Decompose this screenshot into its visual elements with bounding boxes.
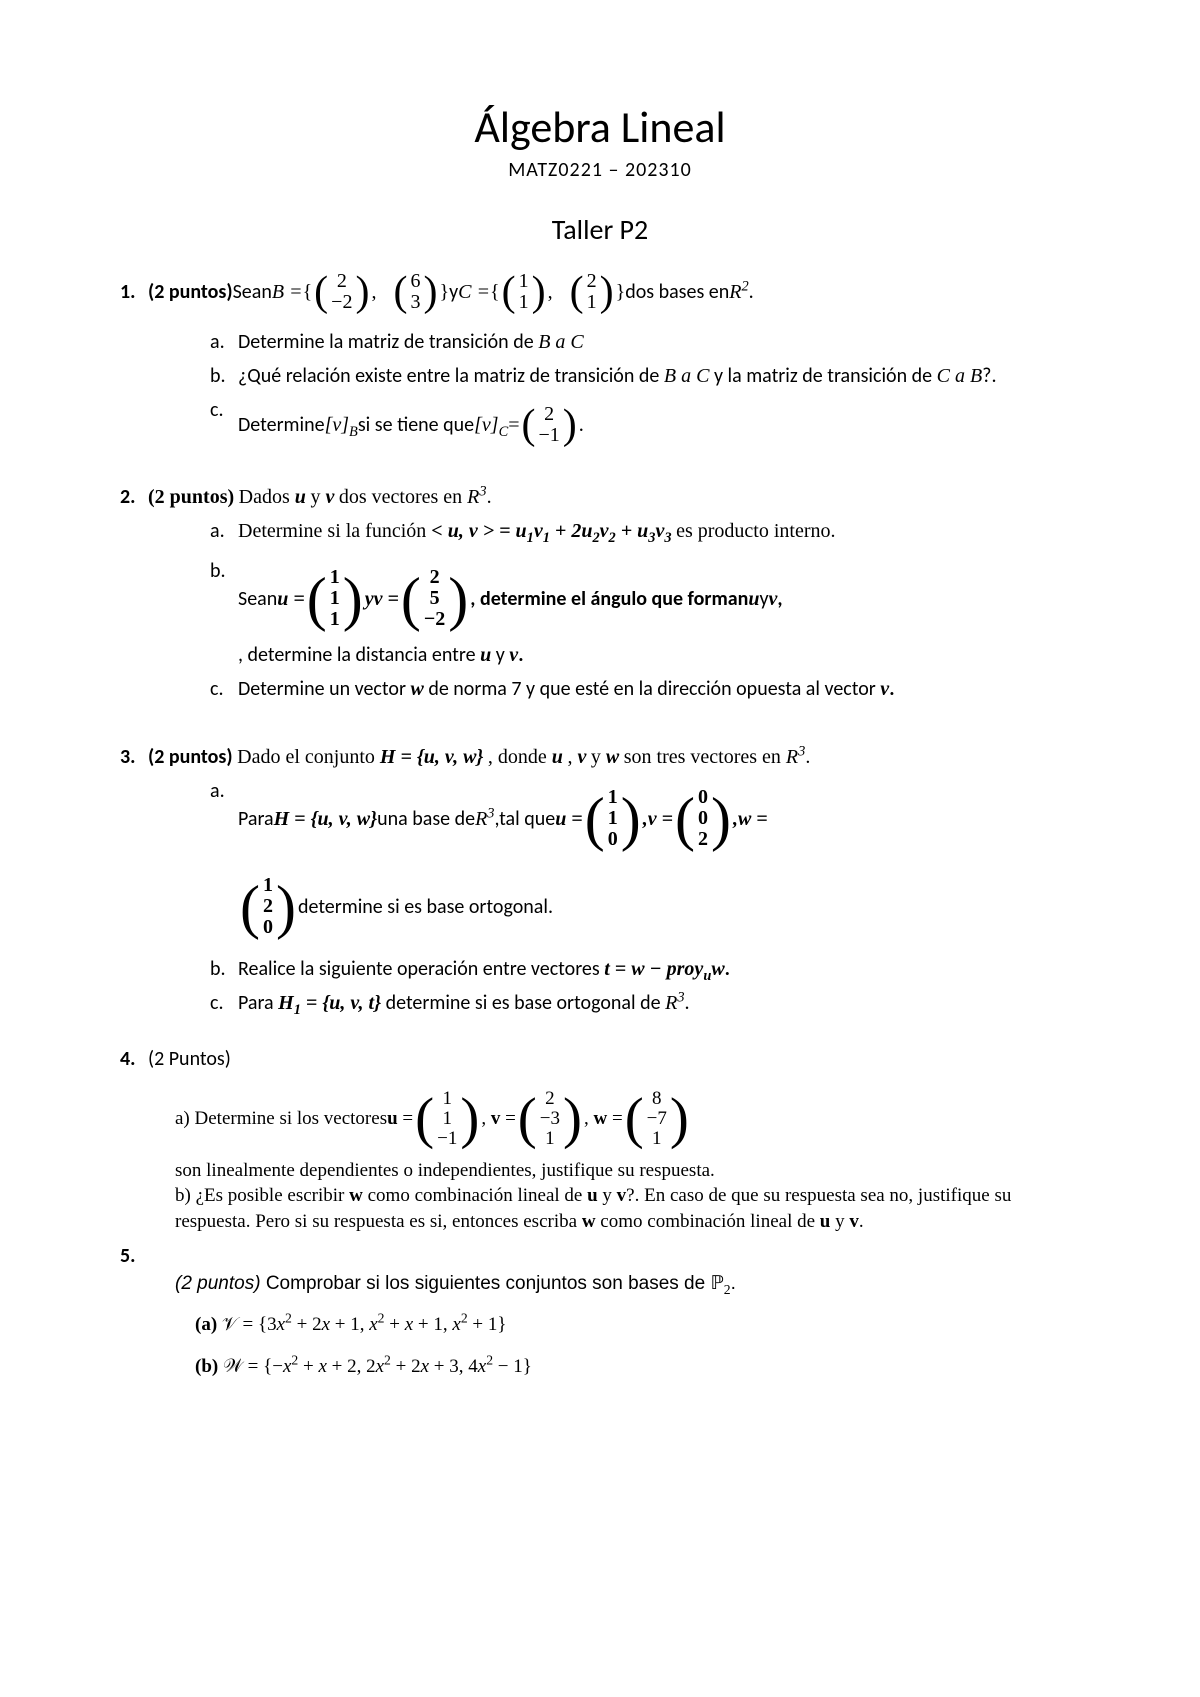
math: B = <box>272 278 303 306</box>
item-label: c. <box>210 396 238 424</box>
matrix: ( 11 ) <box>502 263 546 322</box>
text: , <box>371 278 391 306</box>
math: { <box>490 278 500 306</box>
course-code: MATZ0221 – 202310 <box>120 158 1080 182</box>
text: dos bases en <box>625 278 729 306</box>
item-text: Determine la matriz de transición de B a… <box>238 328 584 356</box>
matrix: ( 8−71 ) <box>625 1081 689 1158</box>
item-label: b. <box>210 955 238 983</box>
matrix: ( 11−1 ) <box>415 1081 479 1158</box>
item-label: b. <box>210 362 238 390</box>
item-text: Realice la siguiente operación entre vec… <box>238 955 730 983</box>
matrix: ( 120 ) <box>240 865 296 949</box>
subitem-b: (b) 𝒲 = {−x2 + x + 2, 2x2 + 2x + 3, 4x2 … <box>195 1353 1080 1382</box>
points-label: (2 Puntos) <box>148 1045 231 1073</box>
problem-5: 5. (2 puntos) Comprobar si los siguiente… <box>120 1242 1080 1382</box>
problem-1: 1. (2 puntos) Sean B = { ( 2−2 ) , ( 63 … <box>120 263 1080 455</box>
item-text: Para H = {u, v, w} una base de R3 ,tal q… <box>238 777 768 949</box>
matrix: ( 25−2 ) <box>401 557 468 641</box>
matrix: ( 2−31 ) <box>518 1081 582 1158</box>
stem-text: (2 puntos) Dado el conjunto H = {u, v, w… <box>148 743 810 771</box>
matrix: ( 63 ) <box>393 263 437 322</box>
stem-text: (2 puntos) Dados u y v dos vectores en R… <box>148 483 492 511</box>
math: C = <box>458 278 490 306</box>
points-label: (2 puntos) <box>175 1273 261 1294</box>
points-label: (2 puntos) <box>148 486 234 508</box>
text: son linealmente dependientes o independi… <box>175 1158 1080 1184</box>
text: Sean <box>233 278 272 306</box>
text: y <box>449 278 458 306</box>
item-text: Determine un vector w de norma 7 y que e… <box>238 675 895 703</box>
subitem-a: (a) 𝒱 = {3x2 + 2x + 1, x2 + x + 1, x2 + … <box>195 1311 1080 1340</box>
problem-number: 1. <box>120 278 148 306</box>
item-label: a. <box>210 517 238 545</box>
problem-3: 3. (2 puntos) Dado el conjunto H = {u, v… <box>120 743 1080 1017</box>
item-label: c. <box>210 989 238 1017</box>
matrix: ( 110 ) <box>585 777 641 861</box>
subitems: a. Determine si la función < u, v > = u1… <box>210 517 1080 703</box>
problem-number: 4. <box>120 1045 148 1073</box>
matrix: ( 2−2 ) <box>314 263 369 322</box>
math: } <box>439 278 449 306</box>
math: { <box>303 278 313 306</box>
matrix: ( 111 ) <box>307 557 363 641</box>
item-label: b. <box>210 557 238 585</box>
text: . <box>749 278 754 306</box>
item-text: Determine si la función < u, v > = u1v1 … <box>238 517 836 545</box>
item-text: Sean u = ( 111 ) y v = ( 25−2 ) <box>238 557 783 669</box>
text: b) ¿Es posible escribir w como combinaci… <box>175 1183 1080 1234</box>
page-title: Álgebra Lineal <box>120 100 1080 154</box>
math: } <box>616 278 626 306</box>
subitems: a. Para H = {u, v, w} una base de R3 ,ta… <box>210 777 1080 1017</box>
matrix: ( 002 ) <box>675 777 731 861</box>
item-label: a. <box>210 328 238 356</box>
text: , <box>548 278 568 306</box>
problem-number: 5. <box>120 1242 148 1270</box>
problem-number: 2. <box>120 483 148 511</box>
assignment-title: Taller P2 <box>120 212 1080 247</box>
item-label: a. <box>210 777 238 805</box>
matrix: ( 2−1 ) <box>521 396 576 455</box>
problem-body: (2 puntos) Comprobar si los siguientes c… <box>175 1270 1080 1382</box>
math: R2 <box>729 278 748 306</box>
problem-2: 2. (2 puntos) Dados u y v dos vectores e… <box>120 483 1080 703</box>
matrix: ( 21 ) <box>570 263 614 322</box>
problem-4: 4. (2 Puntos) a) Determine si los vector… <box>120 1045 1080 1235</box>
document-page: Álgebra Lineal MATZ0221 – 202310 Taller … <box>0 0 1200 1697</box>
points-label: (2 puntos) <box>148 745 233 769</box>
item-text: Determine [v]B si se tiene que [v]C = ( … <box>238 396 584 455</box>
item-text: ¿Qué relación existe entre la matriz de … <box>238 362 997 390</box>
problem-number: 3. <box>120 743 148 771</box>
problem-body: a) Determine si los vectores u = ( 11−1 … <box>175 1081 1080 1235</box>
item-text: Para H1 = {u, v, t} determine si es base… <box>238 989 690 1017</box>
points-label: (2 puntos) <box>148 278 233 306</box>
item-label: c. <box>210 675 238 703</box>
subitems: a. Determine la matriz de transición de … <box>210 328 1080 455</box>
